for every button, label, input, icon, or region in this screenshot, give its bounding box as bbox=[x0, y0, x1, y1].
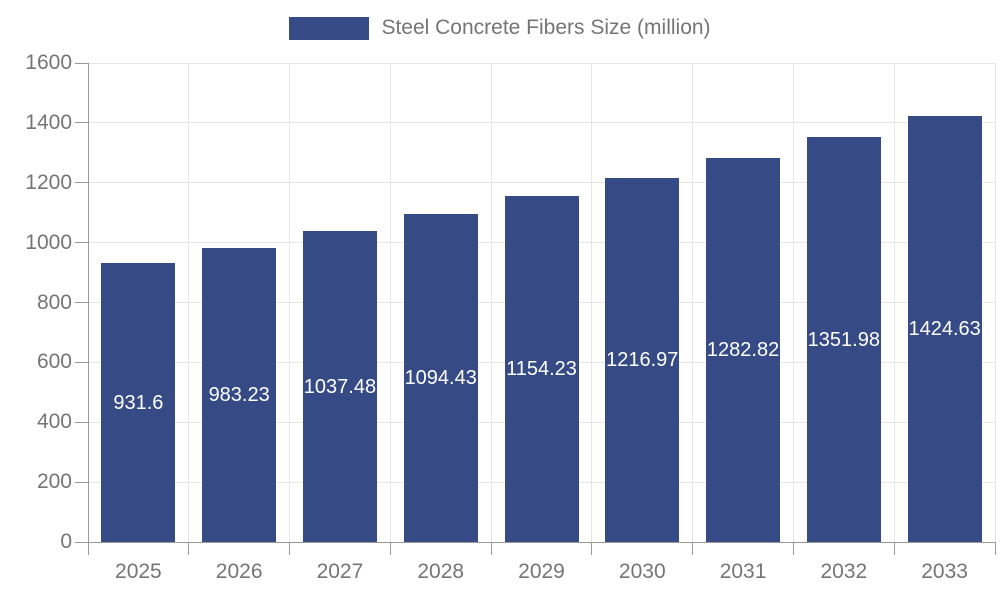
x-axis-tick bbox=[893, 542, 895, 555]
gridline-horizontal bbox=[88, 182, 995, 184]
x-axis-tick bbox=[289, 542, 291, 555]
x-axis-label: 2028 bbox=[417, 560, 465, 583]
gridline-vertical bbox=[792, 63, 794, 542]
x-axis-tick bbox=[490, 542, 492, 555]
y-axis-label: 1600 bbox=[25, 51, 72, 74]
gridline-vertical bbox=[994, 63, 996, 542]
y-axis-tick bbox=[75, 182, 88, 184]
legend-swatch[interactable] bbox=[289, 16, 370, 40]
y-axis-label: 400 bbox=[36, 410, 72, 434]
y-axis-tick bbox=[75, 481, 88, 483]
bar[interactable] bbox=[706, 157, 781, 542]
x-axis-label: 2032 bbox=[820, 560, 868, 583]
bar[interactable] bbox=[806, 137, 881, 542]
bar[interactable] bbox=[101, 263, 176, 542]
x-axis-tick bbox=[994, 542, 996, 555]
y-axis-line bbox=[87, 63, 89, 542]
gridline-vertical bbox=[389, 63, 391, 542]
bar[interactable] bbox=[202, 247, 277, 542]
x-axis-label: 2025 bbox=[115, 560, 162, 583]
y-axis-label: 1200 bbox=[25, 170, 72, 194]
y-axis-tick bbox=[75, 541, 88, 543]
x-axis-label: 2029 bbox=[518, 560, 565, 583]
bar[interactable] bbox=[302, 231, 377, 542]
gridline-vertical bbox=[289, 63, 291, 542]
legend-label[interactable]: Steel Concrete Fibers Size (million) bbox=[381, 16, 711, 39]
y-axis-tick bbox=[75, 62, 88, 64]
y-axis-tick bbox=[75, 361, 88, 363]
x-axis-label: 2027 bbox=[316, 560, 364, 583]
y-axis-tick bbox=[75, 302, 88, 303]
x-axis-label: 2030 bbox=[618, 560, 666, 583]
gridline-vertical bbox=[893, 63, 895, 542]
gridline-vertical bbox=[692, 63, 694, 542]
gridline-vertical bbox=[490, 63, 492, 542]
y-axis-label: 0 bbox=[60, 530, 72, 553]
y-axis-tick bbox=[75, 242, 88, 244]
y-axis-label: 800 bbox=[36, 290, 72, 314]
x-axis-line bbox=[88, 541, 995, 543]
gridline-vertical bbox=[591, 63, 593, 542]
bar[interactable] bbox=[504, 196, 579, 542]
x-axis-tick bbox=[87, 542, 89, 555]
y-axis-tick bbox=[75, 122, 88, 124]
y-axis-label: 1000 bbox=[25, 230, 72, 254]
x-axis-tick bbox=[792, 542, 794, 555]
x-axis-tick bbox=[188, 542, 190, 555]
gridline-horizontal bbox=[88, 62, 995, 64]
y-axis-tick bbox=[75, 421, 88, 423]
y-axis-label: 1400 bbox=[25, 110, 72, 134]
bar[interactable] bbox=[907, 115, 982, 542]
x-axis-label: 2031 bbox=[719, 560, 767, 583]
y-axis-label: 600 bbox=[36, 350, 72, 374]
x-axis-tick bbox=[389, 542, 391, 555]
legend: Steel Concrete Fibers Size (million) bbox=[0, 16, 1000, 40]
x-axis-label: 2033 bbox=[921, 560, 968, 583]
bar[interactable] bbox=[403, 214, 478, 542]
gridline-vertical bbox=[188, 63, 190, 542]
gridline-horizontal bbox=[88, 122, 995, 124]
y-axis-label: 200 bbox=[36, 470, 72, 494]
x-axis-tick bbox=[692, 542, 694, 555]
bar[interactable] bbox=[605, 177, 680, 542]
x-axis-label: 2026 bbox=[215, 560, 263, 583]
x-axis-tick bbox=[591, 542, 593, 555]
